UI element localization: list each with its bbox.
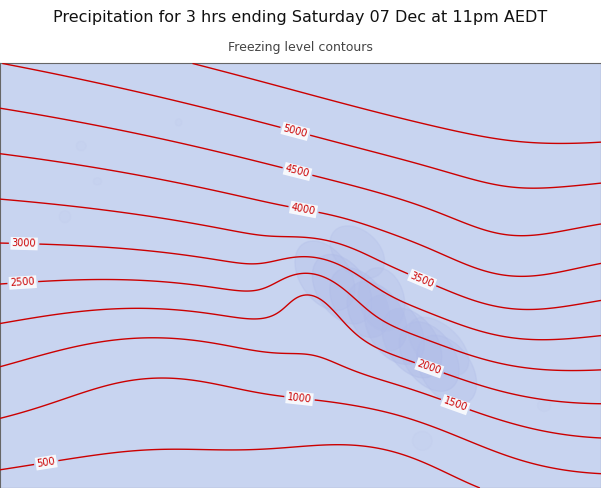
Text: Freezing level contours: Freezing level contours: [228, 41, 373, 54]
Text: 2000: 2000: [416, 359, 442, 377]
Text: 4000: 4000: [290, 202, 317, 217]
Polygon shape: [76, 142, 86, 151]
Text: 5000: 5000: [282, 123, 308, 139]
Polygon shape: [59, 211, 71, 223]
Polygon shape: [313, 254, 372, 324]
Polygon shape: [93, 178, 102, 185]
Text: 3500: 3500: [409, 270, 435, 289]
Polygon shape: [400, 322, 459, 391]
Polygon shape: [347, 282, 407, 351]
Text: 1000: 1000: [287, 392, 312, 405]
Text: 500: 500: [36, 456, 56, 469]
Text: 3000: 3000: [12, 238, 37, 249]
Polygon shape: [412, 431, 432, 450]
Text: 1500: 1500: [442, 396, 469, 413]
Polygon shape: [538, 400, 551, 411]
Text: Precipitation for 3 hrs ending Saturday 07 Dec at 11pm AEDT: Precipitation for 3 hrs ending Saturday …: [53, 10, 548, 25]
Polygon shape: [330, 268, 389, 337]
Polygon shape: [359, 268, 405, 331]
Polygon shape: [175, 119, 182, 126]
Polygon shape: [382, 308, 442, 378]
Text: 2500: 2500: [10, 277, 35, 288]
Polygon shape: [295, 241, 355, 310]
Polygon shape: [416, 335, 477, 405]
Polygon shape: [330, 226, 385, 279]
Text: 4500: 4500: [284, 163, 311, 180]
Polygon shape: [408, 317, 469, 376]
Polygon shape: [365, 295, 424, 365]
